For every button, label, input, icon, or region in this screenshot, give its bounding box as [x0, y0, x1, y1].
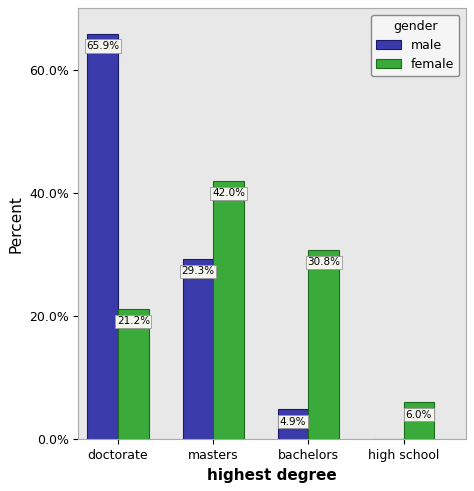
Text: 4.9%: 4.9% [280, 416, 306, 427]
Text: 42.0%: 42.0% [212, 188, 245, 198]
Text: 29.3%: 29.3% [181, 266, 214, 276]
Legend: male, female: male, female [371, 15, 459, 76]
Y-axis label: Percent: Percent [9, 195, 23, 253]
Bar [403, 403, 434, 439]
X-axis label: highest degree: highest degree [207, 467, 337, 483]
Text: 30.8%: 30.8% [307, 257, 340, 267]
Text: 21.2%: 21.2% [117, 316, 150, 326]
Bar [87, 33, 118, 439]
Text: 65.9%: 65.9% [86, 41, 119, 51]
Bar [182, 259, 213, 439]
Text: 6.0%: 6.0% [406, 410, 432, 420]
Bar [213, 181, 244, 439]
Bar [309, 250, 339, 439]
Bar [278, 409, 309, 439]
Bar [118, 309, 149, 439]
